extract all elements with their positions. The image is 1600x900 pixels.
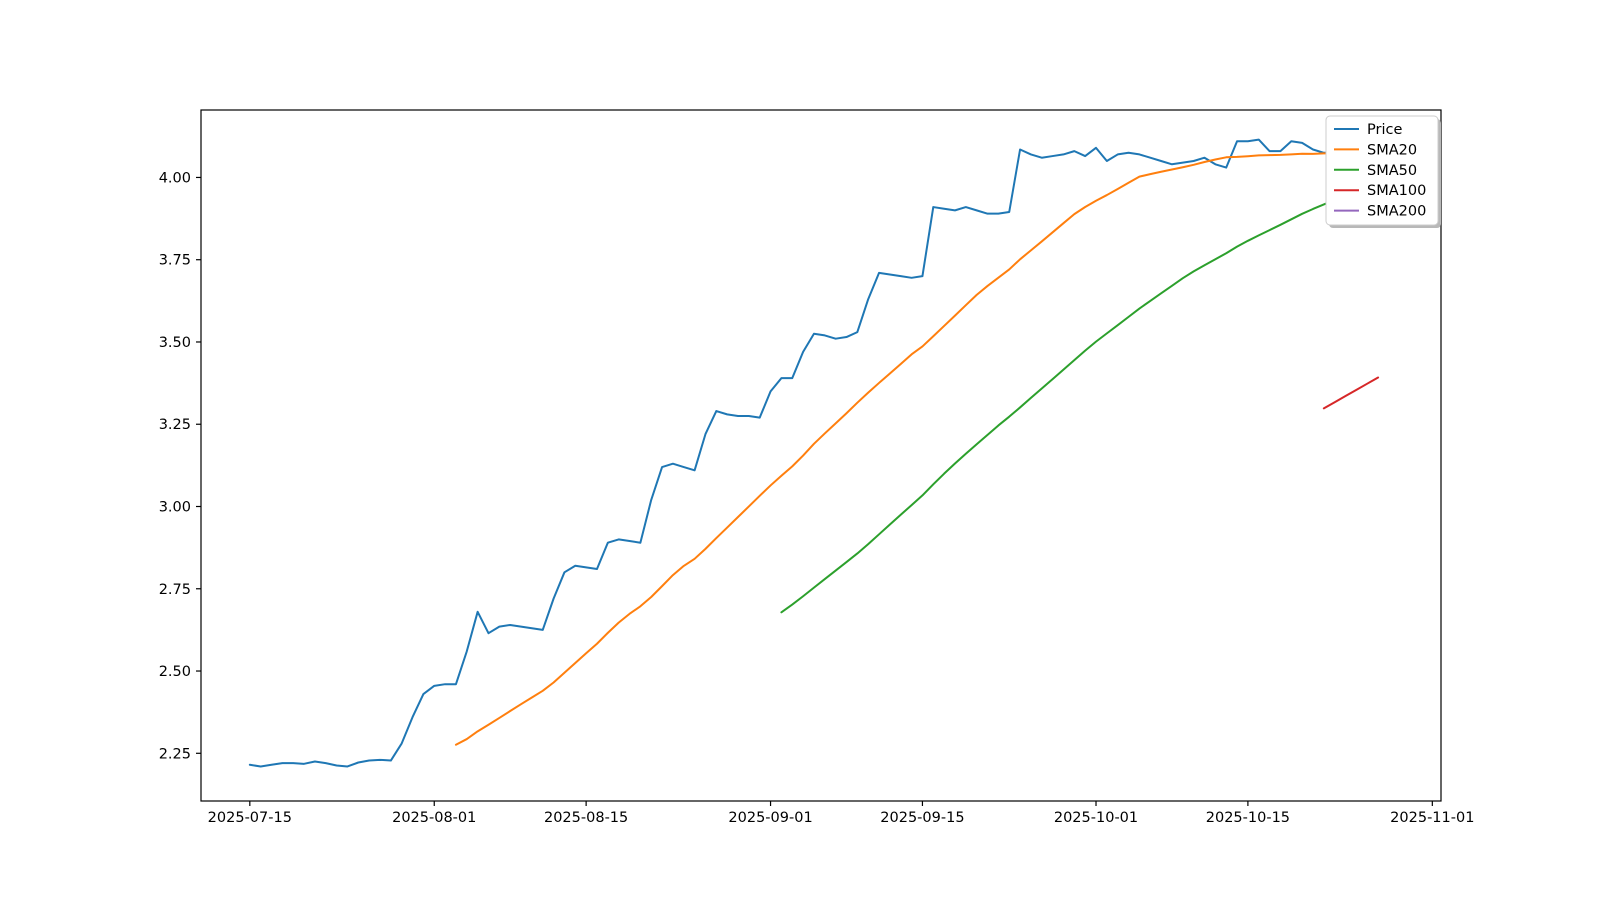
legend-label-sma50: SMA50: [1367, 163, 1417, 179]
sma100-line: [1322, 376, 1380, 410]
y-tick-label: 3.25: [159, 417, 191, 433]
y-tick-label: 2.25: [159, 746, 191, 762]
x-tick-label: 2025-11-01: [1390, 810, 1474, 826]
x-tick-label: 2025-10-15: [1206, 810, 1290, 826]
price-line: [248, 138, 1380, 768]
y-tick-label: 3.00: [159, 500, 191, 516]
y-tick-label: 4.00: [159, 170, 191, 186]
y-tick-label: 3.75: [159, 253, 191, 269]
legend-label-sma200: SMA200: [1367, 204, 1426, 220]
y-tick-label: 2.50: [159, 664, 191, 680]
legend-box: [1325, 115, 1439, 226]
x-tick-label: 2025-07-15: [208, 810, 292, 826]
y-tick-label: 2.75: [159, 582, 191, 598]
axes-background: [201, 110, 1441, 801]
sma50-line: [780, 183, 1380, 614]
x-tick-label: 2025-08-01: [392, 810, 476, 826]
x-tick-label: 2025-09-01: [728, 810, 812, 826]
x-tick-label: 2025-09-15: [880, 810, 964, 826]
legend-label-price: Price: [1367, 122, 1402, 138]
y-tick-label: 3.50: [159, 335, 191, 351]
x-tick-label: 2025-10-01: [1054, 810, 1138, 826]
x-tick-label: 2025-08-15: [544, 810, 628, 826]
axes-frame: [200, 109, 1442, 802]
legend-label-sma100: SMA100: [1367, 183, 1426, 199]
sma20-line: [454, 150, 1380, 746]
legend-label-sma20: SMA20: [1367, 142, 1417, 158]
